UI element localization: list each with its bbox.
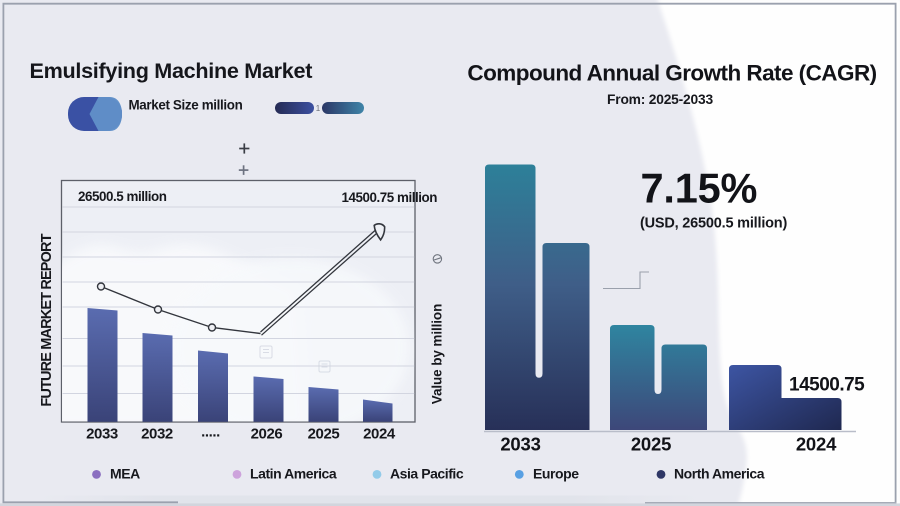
svg-text:MEA: MEA — [110, 466, 140, 482]
svg-text:Latin America: Latin America — [250, 466, 337, 482]
svg-text:Asia Pacific: Asia Pacific — [390, 466, 464, 482]
svg-text:2033: 2033 — [86, 426, 118, 443]
svg-text:2032: 2032 — [141, 426, 173, 443]
svg-text:2025: 2025 — [631, 434, 671, 455]
svg-text:2024: 2024 — [796, 434, 837, 455]
svg-text:2026: 2026 — [251, 426, 283, 443]
svg-text:14500.75 million: 14500.75 million — [342, 190, 438, 205]
svg-text:Europe: Europe — [533, 466, 579, 482]
svg-text:26500.5 million: 26500.5 million — [78, 189, 167, 204]
svg-text:.....: ..... — [201, 424, 220, 441]
svg-text:14500.75: 14500.75 — [789, 375, 865, 396]
svg-text:2025: 2025 — [308, 426, 340, 443]
svg-text:Emulsifying Machine Market: Emulsifying Machine Market — [30, 58, 313, 83]
svg-text:1: 1 — [316, 104, 321, 113]
svg-text:2024: 2024 — [363, 426, 396, 443]
svg-text:7.15%: 7.15% — [641, 165, 758, 212]
svg-text:Compound Annual Growth Rate (C: Compound Annual Growth Rate (CAGR) — [467, 61, 876, 86]
svg-text:2033: 2033 — [500, 434, 540, 455]
svg-text:FUTURE MARKET REPORT: FUTURE MARKET REPORT — [39, 233, 55, 406]
svg-text:Market Size million: Market Size million — [129, 98, 243, 113]
svg-text:Value by million: Value by million — [430, 304, 445, 404]
svg-text:(USD, 26500.5 million): (USD, 26500.5 million) — [640, 216, 787, 232]
svg-text:North America: North America — [674, 466, 765, 482]
svg-text:From: 2025-2033: From: 2025-2033 — [607, 92, 713, 107]
